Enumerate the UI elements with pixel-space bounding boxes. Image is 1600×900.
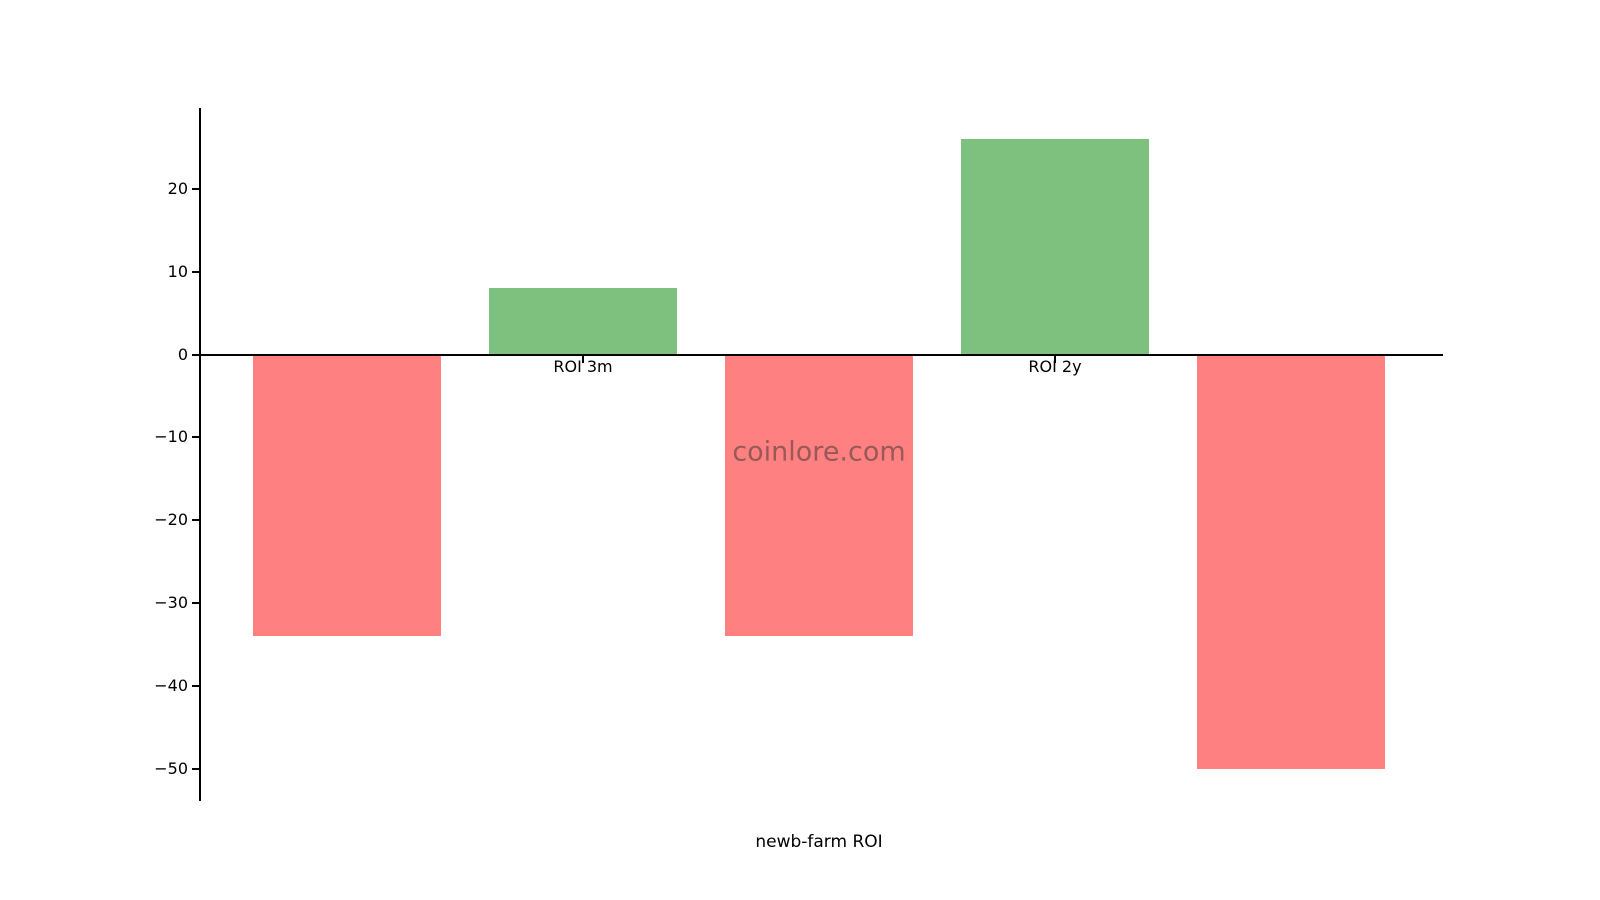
watermark: coinlore.com — [732, 436, 906, 468]
x-axis-title: newb-farm ROI — [755, 832, 883, 852]
bar-4 — [961, 139, 1149, 355]
y-tick-label: −50 — [154, 758, 188, 778]
y-tick-mark — [192, 353, 200, 356]
y-tick-label: −40 — [154, 675, 188, 695]
y-tick-mark — [192, 519, 200, 522]
y-tick-label: 20 — [167, 178, 188, 198]
x-tick-label: ROI 2y — [1028, 357, 1082, 376]
y-tick-label: −10 — [154, 427, 188, 447]
y-tick-label: −30 — [154, 592, 188, 612]
y-tick-mark — [192, 436, 200, 439]
bar-1 — [253, 354, 441, 637]
y-tick-mark — [192, 601, 200, 604]
y-axis-line — [199, 108, 201, 801]
x-axis-zero-line — [200, 353, 1443, 356]
y-tick-label: −20 — [154, 510, 188, 530]
y-tick-mark — [192, 684, 200, 687]
y-tick-label: 10 — [167, 261, 188, 281]
x-tick-mark — [582, 354, 584, 363]
y-tick-label: 0 — [177, 344, 188, 364]
y-tick-mark — [192, 187, 200, 190]
x-tick-label: ROI 3m — [553, 357, 613, 376]
bar-3 — [725, 354, 913, 637]
y-tick-mark — [192, 767, 200, 770]
bar-5 — [1197, 354, 1385, 769]
y-tick-mark — [192, 270, 200, 273]
bar-2 — [489, 288, 677, 355]
x-tick-mark — [1054, 354, 1056, 363]
